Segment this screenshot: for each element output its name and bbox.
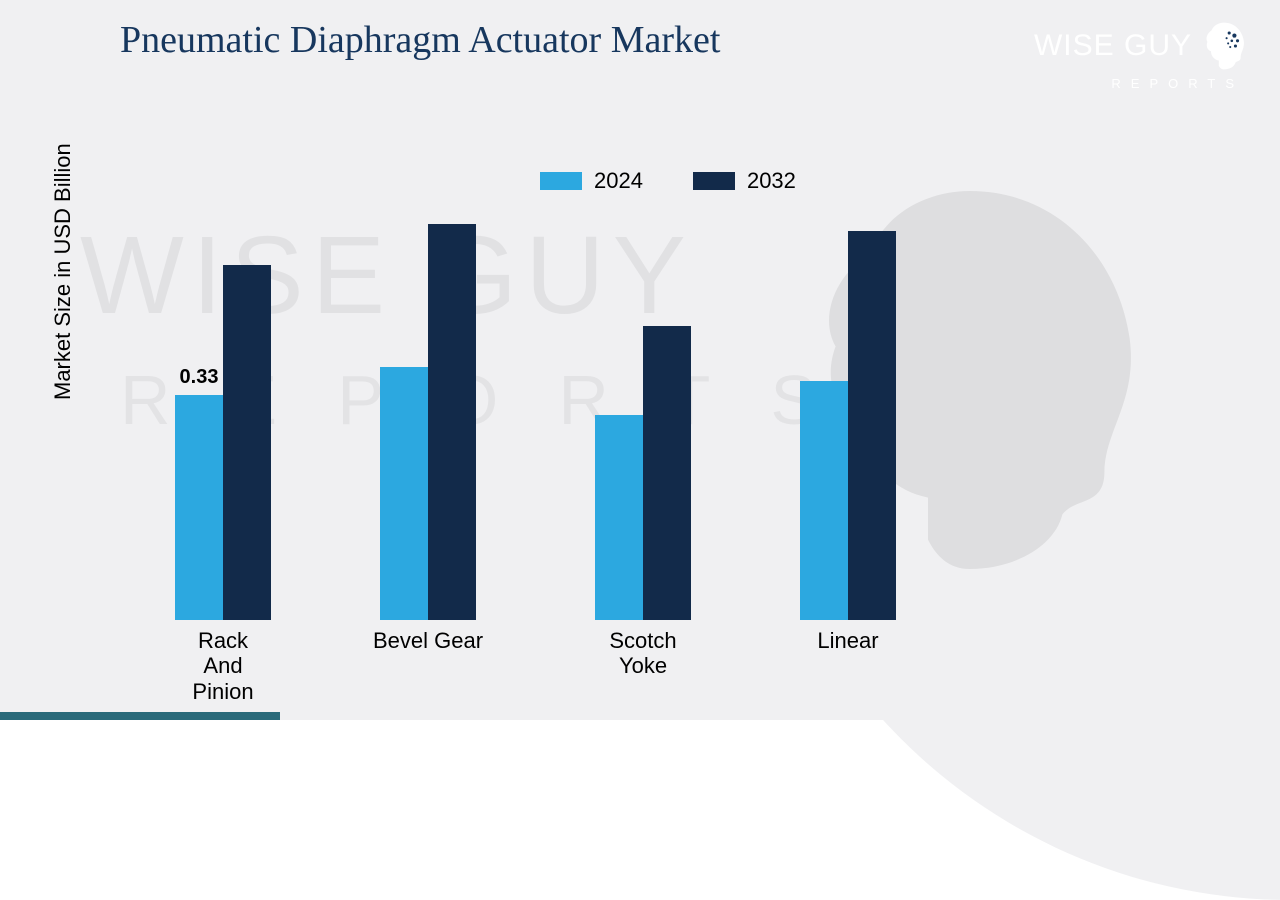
logo-head-icon xyxy=(1198,20,1250,72)
bar xyxy=(223,265,271,620)
bar-value-label: 0.33 xyxy=(169,366,229,389)
bar xyxy=(380,367,428,620)
bar-group xyxy=(380,224,476,620)
x-axis-label: Bevel Gear xyxy=(358,628,498,653)
bar xyxy=(643,326,691,620)
x-axis-label: Linear xyxy=(778,628,918,653)
page-root: WISE GUY REPORTS Pneumatic Diaphragm Act… xyxy=(0,0,1280,720)
logo-text-sub: REPORTS xyxy=(1034,76,1244,91)
legend-item: 2024 xyxy=(540,168,643,194)
legend-swatch xyxy=(693,172,735,190)
bar xyxy=(175,395,223,621)
legend-label: 2032 xyxy=(747,168,796,194)
logo-text-main: WISE GUY xyxy=(1034,31,1192,61)
legend-item: 2032 xyxy=(693,168,796,194)
bar-group xyxy=(595,326,691,620)
x-axis-label: RackAndPinion xyxy=(153,628,293,704)
bar-group xyxy=(800,231,896,621)
legend-label: 2024 xyxy=(594,168,643,194)
bar xyxy=(800,381,848,620)
brand-logo: WISE GUY REPORTS xyxy=(1034,20,1250,91)
chart-title: Pneumatic Diaphragm Actuator Market xyxy=(120,18,720,62)
legend: 2024 2032 xyxy=(540,168,796,194)
bar xyxy=(428,224,476,620)
legend-swatch xyxy=(540,172,582,190)
x-axis-label: ScotchYoke xyxy=(573,628,713,679)
bar-group xyxy=(175,265,271,620)
bar xyxy=(848,231,896,621)
bar xyxy=(595,415,643,620)
bar-plot: 0.33 xyxy=(100,210,960,620)
y-axis-label: Market Size in USD Billion xyxy=(50,143,76,400)
bottom-accent-bar xyxy=(0,712,280,720)
